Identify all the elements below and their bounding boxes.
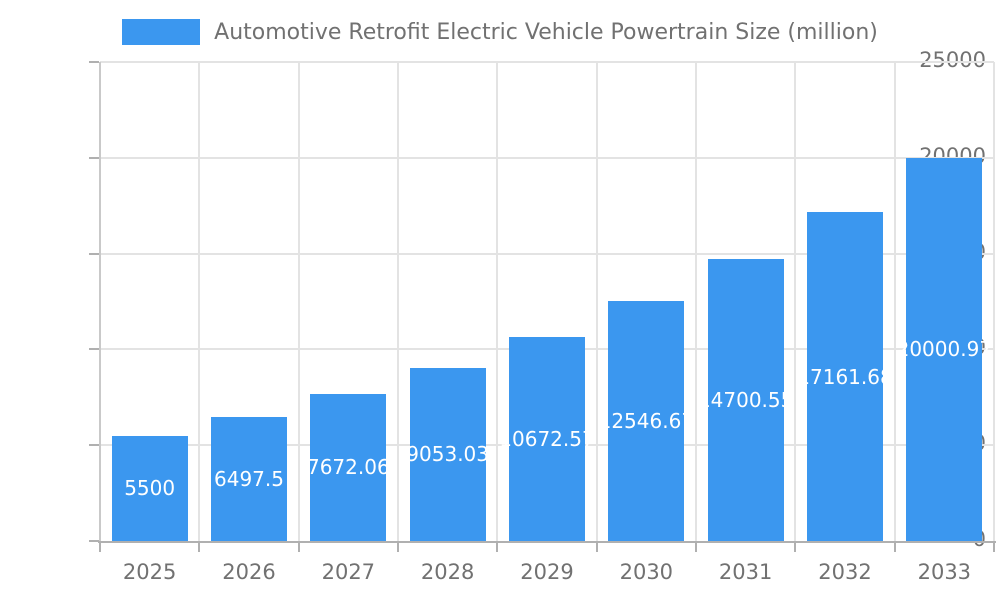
y-tick-label: 25000 <box>919 48 986 72</box>
bar-2029[interactable]: 10672.57 <box>499 336 595 541</box>
bar-value-label: 9053.03 <box>406 442 490 467</box>
x-tick-mark <box>893 543 896 552</box>
bar-2033[interactable]: 20000.97 <box>897 157 992 541</box>
y-tick-mark <box>89 61 99 63</box>
bar-value-label: 5500 <box>124 476 176 501</box>
bar-value-label: 17161.68 <box>797 364 893 389</box>
bar-2025[interactable]: 5500 <box>111 435 188 541</box>
y-tick-mark <box>89 348 99 351</box>
v-gridline <box>794 62 797 541</box>
v-gridline <box>695 62 697 541</box>
x-tick-label-2033: 2033 <box>917 560 972 584</box>
legend-item[interactable]: Automotive Retrofit Electric Vehicle Pow… <box>122 19 878 45</box>
y-tick-mark <box>89 444 99 447</box>
x-tick-mark <box>595 543 598 552</box>
bar-2030[interactable]: 12546.67 <box>599 300 694 541</box>
x-tick-label-2028: 2028 <box>420 560 475 584</box>
x-axis-line <box>98 541 996 543</box>
x-tick-label-2030: 2030 <box>619 560 674 584</box>
bar-2026[interactable]: 6497.5 <box>211 416 287 541</box>
v-gridline <box>297 62 300 541</box>
bar-value-label: 14700.55 <box>697 388 794 413</box>
x-tick-mark <box>993 543 995 552</box>
v-gridline <box>993 62 995 541</box>
x-tick-label-2032: 2032 <box>818 560 872 584</box>
y-tick-mark <box>89 252 99 255</box>
plot-area: 5500 6497.5 7672.06 9053.03 10672.57 12546.67… <box>89 61 996 552</box>
x-tick-label-2031: 2031 <box>718 560 773 584</box>
bar-value-label: 20000.97 <box>896 337 993 362</box>
x-tick-label-2026: 2026 <box>222 560 276 584</box>
v-gridline <box>496 62 499 541</box>
y-tick-mark <box>89 540 99 542</box>
bar-value-label: 12546.67 <box>598 408 695 433</box>
x-tick-mark <box>297 543 300 552</box>
y-tick-mark <box>89 156 99 159</box>
bar-value-label: 7672.06 <box>306 455 390 480</box>
x-tick-mark <box>397 543 399 552</box>
bar-value-label: 6497.5 <box>214 466 284 491</box>
x-tick-mark <box>99 543 101 552</box>
v-gridline <box>198 62 201 541</box>
v-gridline <box>595 62 598 541</box>
x-tick-mark <box>198 543 201 552</box>
x-tick-label-2027: 2027 <box>321 560 376 584</box>
chart-legend: Automotive Retrofit Electric Vehicle Pow… <box>0 19 1000 45</box>
v-gridline <box>397 62 399 541</box>
x-tick-mark <box>695 543 697 552</box>
x-tick-label-2029: 2029 <box>520 560 574 584</box>
v-gridline <box>893 62 896 541</box>
bar-2028[interactable]: 9053.03 <box>406 367 489 541</box>
legend-series-label: Automotive Retrofit Electric Vehicle Pow… <box>214 19 878 45</box>
h-gridline <box>100 252 994 255</box>
legend-color-swatch <box>122 19 201 45</box>
y-axis-line <box>99 62 101 541</box>
bar-2031[interactable]: 14700.55 <box>698 259 793 541</box>
h-gridline <box>100 156 994 159</box>
bar-2027[interactable]: 7672.06 <box>307 394 390 541</box>
x-tick-label-2025: 2025 <box>122 560 177 584</box>
h-gridline <box>100 61 994 63</box>
x-tick-mark <box>496 543 499 552</box>
bar-value-label: 10672.57 <box>499 426 595 451</box>
x-tick-mark <box>794 543 797 552</box>
bar-2032[interactable]: 17161.68 <box>797 212 893 541</box>
